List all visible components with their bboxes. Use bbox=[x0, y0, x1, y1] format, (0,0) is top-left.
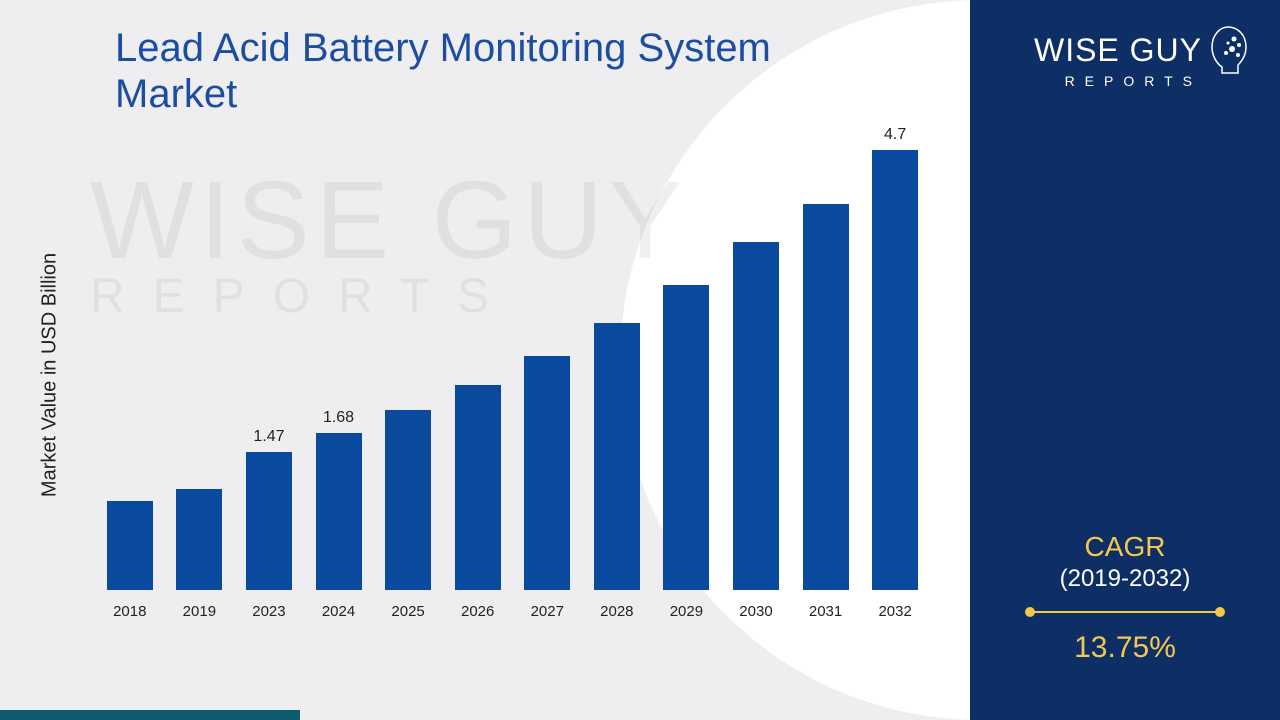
x-tick-label: 2019 bbox=[169, 603, 229, 620]
x-tick-label: 2025 bbox=[378, 603, 438, 620]
bar bbox=[663, 285, 709, 590]
x-tick-label: 2018 bbox=[100, 603, 160, 620]
bar-wrap bbox=[100, 477, 160, 590]
cagr-box: CAGR (2019-2032) 13.75% bbox=[1020, 531, 1230, 665]
x-tick-label: 2031 bbox=[796, 603, 856, 620]
bar-wrap bbox=[169, 465, 229, 590]
bar bbox=[733, 242, 779, 590]
logo-text: WISE GUY bbox=[1034, 32, 1202, 69]
bar bbox=[246, 452, 292, 590]
x-tick-label: 2024 bbox=[309, 603, 369, 620]
chart-title: Lead Acid Battery Monitoring System Mark… bbox=[115, 25, 835, 117]
bar-value-label: 1.68 bbox=[323, 409, 354, 429]
bar-value-label: 4.7 bbox=[884, 126, 906, 146]
bar bbox=[107, 501, 153, 590]
x-axis: 2018 2019 2023 2024 2025 2026 2027 2028 2029 2030… bbox=[95, 603, 930, 620]
bar-wrap: 1.47 bbox=[239, 428, 299, 590]
chart-area: Market Value in USD Billion 1.471.684.7 … bbox=[50, 125, 930, 625]
x-tick-label: 2023 bbox=[239, 603, 299, 620]
cagr-range: (2019-2032) bbox=[1020, 565, 1230, 593]
x-tick-label: 2029 bbox=[656, 603, 716, 620]
bar bbox=[803, 204, 849, 590]
chart-canvas: WISE GUY REPORTS Lead Acid Battery Monit… bbox=[0, 0, 1280, 720]
bar-wrap: 4.7 bbox=[865, 126, 925, 590]
bar-wrap bbox=[517, 332, 577, 590]
x-tick-label: 2027 bbox=[517, 603, 577, 620]
bar-wrap bbox=[587, 299, 647, 590]
x-tick-label: 2026 bbox=[448, 603, 508, 620]
x-tick-label: 2032 bbox=[865, 603, 925, 620]
bar-wrap bbox=[656, 261, 716, 590]
bars-container: 1.47 1.68 4.7 bbox=[95, 125, 930, 590]
bar bbox=[524, 356, 570, 590]
cagr-value: 13.75% bbox=[1020, 631, 1230, 665]
logo-top-row: WISE GUY bbox=[1034, 25, 1250, 75]
logo-subtext: REPORTS bbox=[1034, 73, 1250, 89]
cagr-label: CAGR bbox=[1020, 531, 1230, 563]
x-tick-label: 2028 bbox=[587, 603, 647, 620]
bar-wrap bbox=[726, 218, 786, 590]
bar bbox=[316, 433, 362, 590]
bar bbox=[455, 385, 501, 590]
bar-wrap bbox=[378, 386, 438, 590]
bar-wrap bbox=[796, 180, 856, 590]
cagr-divider bbox=[1030, 611, 1220, 613]
bar bbox=[176, 489, 222, 590]
brand-logo: WISE GUY REPORTS bbox=[1034, 25, 1250, 89]
bar bbox=[385, 410, 431, 590]
x-tick-label: 2030 bbox=[726, 603, 786, 620]
head-icon bbox=[1208, 25, 1250, 75]
bottom-accent-bar bbox=[0, 710, 300, 720]
bar-value-label: 1.47 bbox=[253, 428, 284, 448]
bar-wrap: 1.68 bbox=[309, 409, 369, 590]
y-axis-label: Market Value in USD Billion bbox=[39, 253, 62, 497]
bar bbox=[872, 150, 918, 590]
plot-region: 1.47 1.68 4.7 bbox=[95, 125, 930, 590]
bar-wrap bbox=[448, 361, 508, 590]
bar bbox=[594, 323, 640, 590]
